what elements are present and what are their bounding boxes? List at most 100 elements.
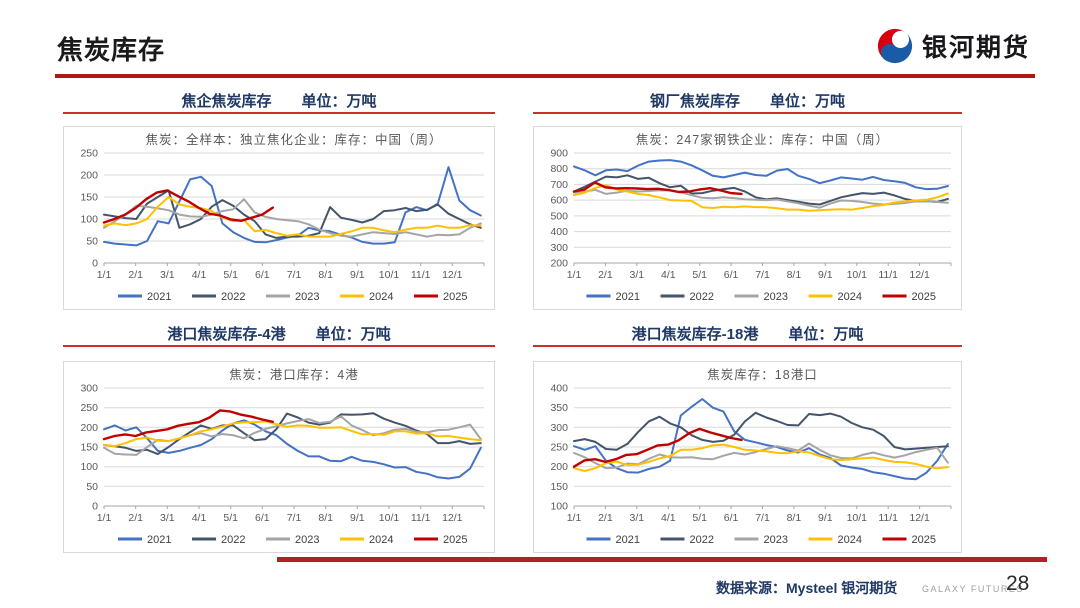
series-line-2024 — [573, 184, 949, 212]
panel-port-inventory-18-ports: 港口焦炭库存-18港 单位：万吨 100 150 200 250 300 350 400 1/… — [533, 323, 962, 553]
panel-title: 港口焦炭库存-18港 — [631, 326, 759, 343]
x-axis-label: 10/1 — [847, 512, 868, 524]
chart-title: 焦炭：港口库存：4港 — [229, 367, 358, 382]
galaxy-futures-logo: 银河期货 — [876, 27, 1030, 65]
x-axis-label: 4/1 — [192, 269, 207, 281]
chart-title: 焦炭：247家钢铁企业：库存：中国（周） — [636, 132, 889, 147]
y-axis-label: 150 — [80, 192, 98, 204]
panel-title: 焦企焦炭库存 — [181, 93, 272, 110]
x-axis-label: 2/1 — [598, 512, 613, 524]
y-axis-label: 500 — [550, 210, 568, 222]
x-axis-label: 9/1 — [350, 269, 365, 281]
galaxy-swirl-icon — [877, 28, 913, 64]
legend-label-2023: 2023 — [295, 534, 319, 546]
x-axis-label: 12/1 — [909, 512, 930, 524]
x-axis-label: 6/1 — [724, 269, 739, 281]
y-axis-label: 250 — [80, 148, 98, 160]
y-axis-label: 200 — [550, 258, 568, 270]
legend-label-2025: 2025 — [443, 534, 467, 546]
panel-steel-mill-inventory: 钢厂焦炭库存 单位：万吨 200 300 400 500 600 700 800 900 1/1… — [533, 90, 962, 310]
series-line-2021 — [103, 419, 482, 480]
y-axis-label: 250 — [80, 402, 98, 414]
series-line-2022 — [573, 411, 949, 451]
series-line-2023 — [103, 198, 482, 238]
y-axis-label: 700 — [550, 179, 568, 191]
y-axis-label: 200 — [80, 170, 98, 182]
series-line-2024 — [573, 443, 949, 472]
panel-header-row: 钢厂焦炭库存 单位：万吨 — [533, 90, 962, 110]
page-number: 28 — [1006, 572, 1030, 595]
panel-underline — [533, 345, 962, 347]
legend-label-2022: 2022 — [221, 534, 245, 546]
x-axis-label: 10/1 — [379, 512, 400, 524]
panel-header-row: 港口焦炭库存-18港 单位：万吨 — [533, 323, 962, 343]
x-axis-label: 11/1 — [878, 269, 898, 281]
port-inventory-18-ports-chart: 100 150 200 250 300 350 400 1/1 2/1 3/1 4/1 5/1 6/1 7… — [550, 367, 952, 546]
x-axis-label: 8/1 — [787, 269, 802, 281]
x-axis-label: 1/1 — [567, 512, 582, 524]
chart-box: 100 150 200 250 300 350 400 1/1 2/1 3/1 4/1 5/1 6/1 7… — [533, 361, 962, 553]
panel-underline — [63, 345, 495, 347]
series-line-2021 — [573, 159, 949, 191]
panel-unit-label: 单位：万吨 — [788, 326, 864, 343]
x-axis-label: 11/1 — [878, 512, 898, 524]
panel-title: 港口焦炭库存-4港 — [167, 326, 286, 343]
x-axis-label: 3/1 — [629, 269, 644, 281]
x-axis-label: 10/1 — [847, 269, 868, 281]
legend-label-2022: 2022 — [221, 291, 245, 303]
x-axis-label: 12/1 — [442, 512, 463, 524]
x-axis-label: 9/1 — [818, 269, 833, 281]
x-axis-label: 5/1 — [692, 269, 707, 281]
x-axis-label: 3/1 — [160, 269, 175, 281]
legend-label-2022: 2022 — [690, 534, 714, 546]
y-axis-label: 250 — [550, 442, 568, 454]
y-axis-label: 150 — [80, 442, 98, 454]
chart-box: 0 50 100 150 200 250 300 1/1 2/1 3/1 4/1 5/1 6/1 7/1 8… — [63, 361, 495, 553]
port-inventory-4-ports-chart: 0 50 100 150 200 250 300 1/1 2/1 3/1 4/1 5/1 6/1 7/1 8… — [80, 367, 485, 546]
x-axis-label: 11/1 — [411, 269, 431, 281]
y-axis-label: 100 — [550, 501, 568, 513]
coker-plant-inventory-chart: 0 50 100 150 200 250 1/1 2/1 3/1 4/1 5/1 6/1 7/1 8/1 9… — [80, 132, 485, 303]
y-axis-label: 600 — [550, 195, 568, 207]
series-line-2025 — [572, 181, 743, 196]
x-axis-label: 5/1 — [223, 512, 238, 524]
y-axis-label: 100 — [80, 461, 98, 473]
legend-label-2021: 2021 — [616, 291, 640, 303]
legend-label-2024: 2024 — [369, 291, 393, 303]
chart-title: 焦炭：全样本：独立焦化企业：库存：中国（周） — [145, 132, 442, 147]
panel-title: 钢厂焦炭库存 — [649, 93, 740, 110]
x-axis-label: 1/1 — [97, 512, 112, 524]
page-title: 焦炭库存 — [57, 35, 166, 65]
series-line-2021 — [103, 166, 482, 247]
x-axis-label: 12/1 — [909, 269, 930, 281]
y-axis-label: 400 — [550, 226, 568, 238]
steel-mill-inventory-chart: 200 300 400 500 600 700 800 900 1/1 2/1 3/1 4/1 5/1 6… — [550, 132, 952, 303]
y-axis-label: 50 — [86, 481, 98, 493]
panel-port-inventory-4-ports: 港口焦炭库存-4港 单位：万吨 0 50 100 150 200 250 300 1/1 2/1… — [63, 323, 495, 553]
footer-data-source: 数据来源：Mysteel 银河期货 — [716, 580, 898, 596]
series-line-2025 — [102, 409, 275, 441]
x-axis-label: 10/1 — [379, 269, 400, 281]
legend-label-2021: 2021 — [147, 534, 171, 546]
y-axis-label: 300 — [80, 383, 98, 395]
x-axis-label: 7/1 — [755, 512, 770, 524]
x-axis-label: 6/1 — [255, 269, 270, 281]
y-axis-label: 100 — [80, 214, 98, 226]
x-axis-label: 3/1 — [160, 512, 175, 524]
x-axis-label: 9/1 — [350, 512, 365, 524]
panel-unit-label: 单位：万吨 — [301, 93, 377, 110]
series-line-2023 — [103, 415, 482, 456]
x-axis-label: 6/1 — [724, 512, 739, 524]
panel-underline — [533, 112, 962, 114]
legend-label-2021: 2021 — [616, 534, 640, 546]
x-axis-label: 7/1 — [287, 269, 302, 281]
legend-label-2025: 2025 — [912, 534, 936, 546]
series-line-2022 — [103, 189, 482, 239]
x-axis-label: 2/1 — [598, 269, 613, 281]
x-axis-label: 7/1 — [287, 512, 302, 524]
x-axis-label: 8/1 — [318, 269, 333, 281]
x-axis-label: 8/1 — [787, 512, 802, 524]
y-axis-label: 300 — [550, 242, 568, 254]
y-axis-label: 300 — [550, 422, 568, 434]
